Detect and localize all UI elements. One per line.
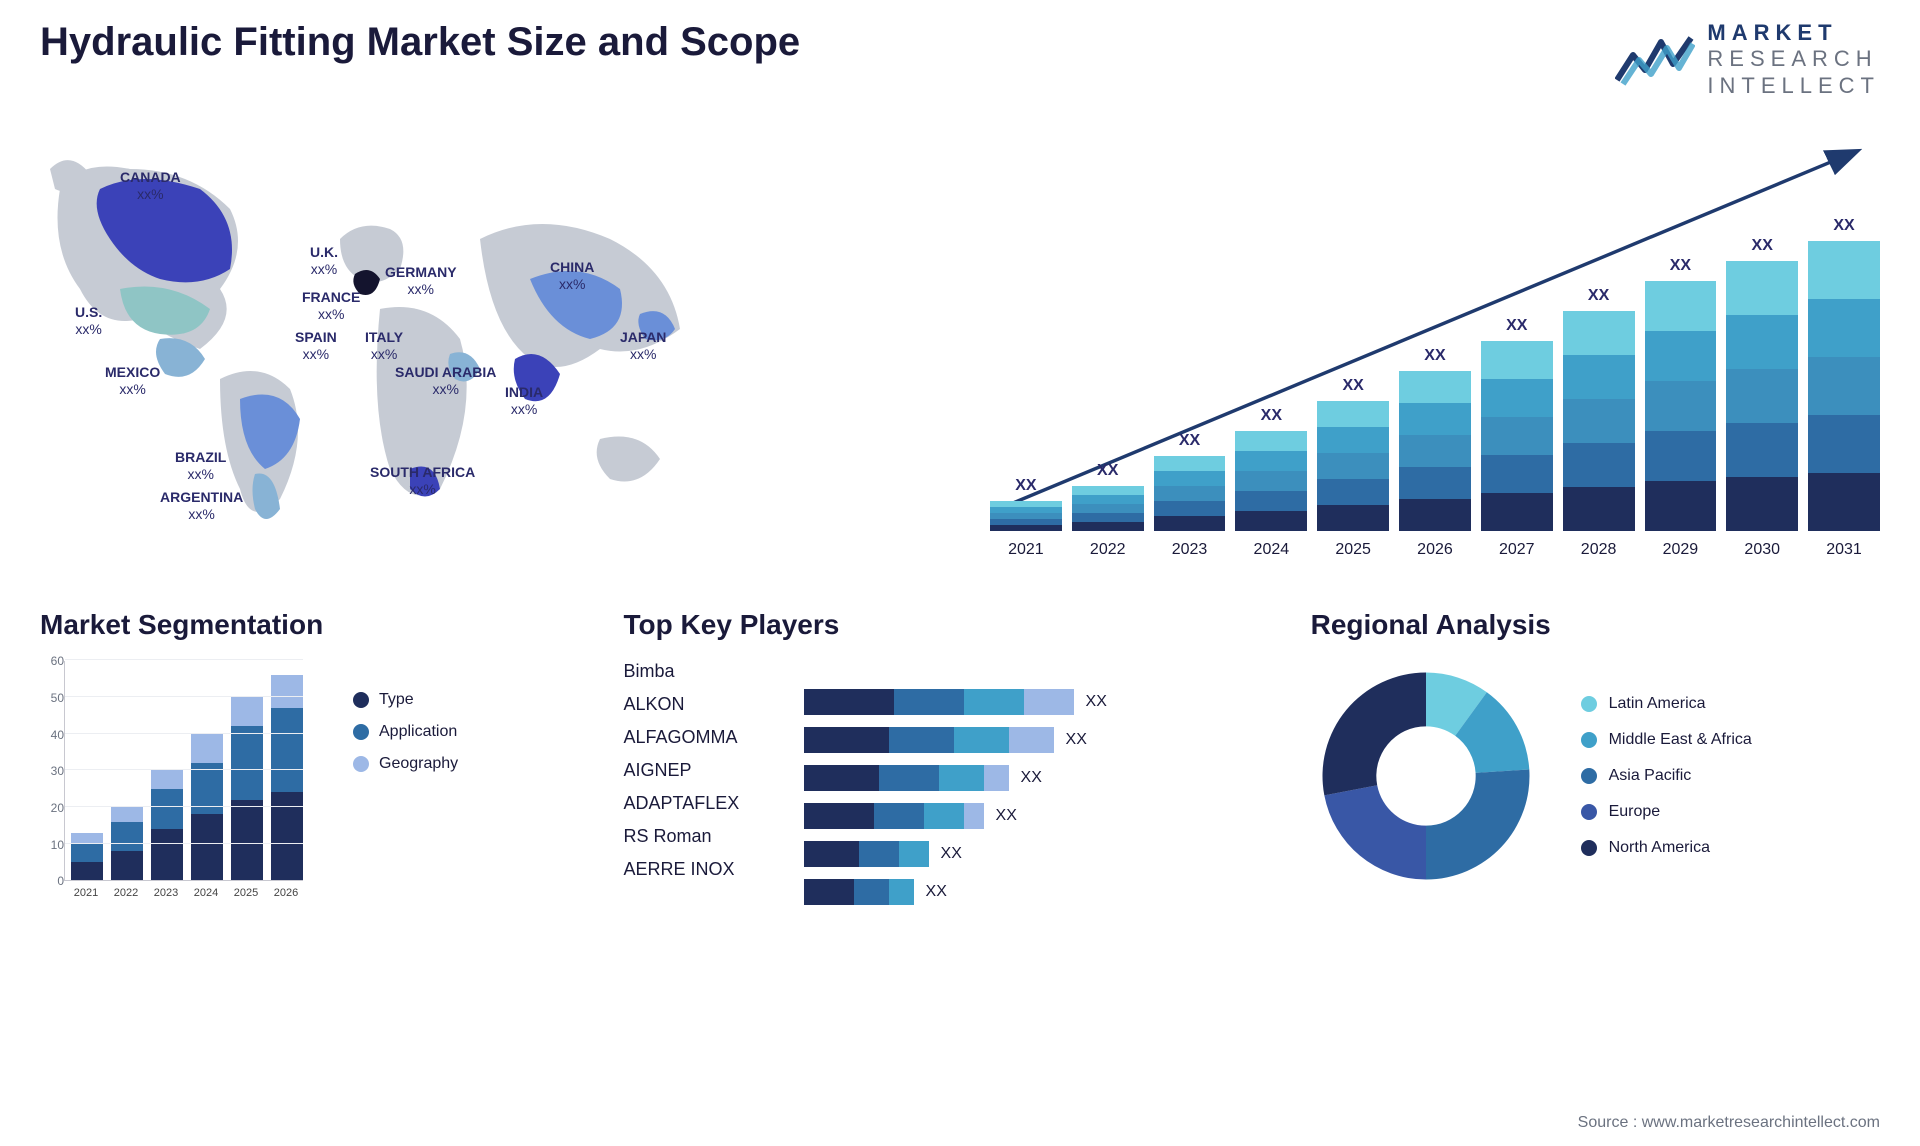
forecast-bar: XX (1235, 407, 1307, 531)
player-bar: XX (804, 841, 1271, 867)
forecast-bar: XX (1563, 287, 1635, 531)
forecast-chart: XXXXXXXXXXXXXXXXXXXXXX 20212022202320242… (990, 129, 1880, 559)
forecast-year-label: 2022 (1072, 541, 1144, 559)
bottom-row: Market Segmentation 0102030405060 202120… (40, 609, 1880, 939)
forecast-bar: XX (1072, 462, 1144, 531)
regional-title: Regional Analysis (1311, 609, 1880, 641)
regional-donut (1311, 661, 1541, 891)
donut-slice (1322, 673, 1426, 796)
forecast-bar: XX (1399, 347, 1471, 531)
players-title: Top Key Players (624, 609, 1271, 641)
segmentation-chart: 0102030405060 202120222023202420252026 T… (40, 661, 584, 899)
map-label: CANADAxx% (120, 169, 181, 203)
legend-item: Type (353, 691, 458, 709)
forecast-year-label: 2027 (1481, 541, 1553, 559)
player-name: ALFAGOMMA (624, 727, 774, 748)
map-label: SPAINxx% (295, 329, 337, 363)
player-bar: XX (804, 879, 1271, 905)
player-bar: XX (804, 727, 1271, 753)
world-map-section: CANADAxx% U.S.xx%MEXICOxx% BRAZILxx% ARGENT… (40, 129, 930, 559)
brand-logo: MARKET RESEARCH INTELLECT (1615, 20, 1880, 99)
donut-slice (1426, 770, 1530, 880)
logo-icon (1615, 30, 1695, 90)
map-label: JAPANxx% (620, 329, 666, 363)
segmentation-bar (151, 770, 183, 880)
segmentation-title: Market Segmentation (40, 609, 584, 641)
segmentation-bar (71, 833, 103, 881)
map-label: SAUDI ARABIAxx% (395, 364, 496, 398)
forecast-year-label: 2028 (1563, 541, 1635, 559)
player-name: ALKON (624, 694, 774, 715)
forecast-bar: XX (1481, 317, 1553, 531)
legend-item: Middle East & Africa (1581, 731, 1752, 749)
logo-line-3: INTELLECT (1707, 73, 1880, 99)
legend-item: Asia Pacific (1581, 767, 1752, 785)
segmentation-bar (271, 675, 303, 880)
logo-line-1: MARKET (1707, 20, 1880, 46)
segmentation-section: Market Segmentation 0102030405060 202120… (40, 609, 584, 939)
forecast-year-label: 2021 (990, 541, 1062, 559)
forecast-bar: XX (1317, 377, 1389, 531)
map-label: BRAZILxx% (175, 449, 226, 483)
legend-item: North America (1581, 839, 1752, 857)
map-label: CHINAxx% (550, 259, 594, 293)
players-section: Top Key Players Bimba ALKON ALFAGOMMA AIGNE… (624, 609, 1271, 939)
forecast-year-label: 2023 (1154, 541, 1226, 559)
forecast-year-label: 2025 (1317, 541, 1389, 559)
player-name: AERRE INOX (624, 859, 774, 880)
forecast-year-label: 2026 (1399, 541, 1471, 559)
forecast-bar: XX (1645, 257, 1717, 531)
forecast-year-label: 2029 (1645, 541, 1717, 559)
player-name: Bimba (624, 661, 774, 682)
map-label: SOUTH AFRICAxx% (370, 464, 475, 498)
forecast-bar: XX (990, 477, 1062, 531)
map-label: U.K.xx% (310, 244, 338, 278)
page-title: Hydraulic Fitting Market Size and Scope (40, 20, 800, 65)
source-text: Source : www.marketresearchintellect.com (1578, 1114, 1880, 1132)
forecast-bar: XX (1154, 432, 1226, 531)
forecast-year-label: 2031 (1808, 541, 1880, 559)
player-name: AIGNEP (624, 760, 774, 781)
top-row: CANADAxx% U.S.xx%MEXICOxx% BRAZILxx% ARGENT… (40, 129, 1880, 559)
forecast-bar: XX (1726, 237, 1798, 531)
map-label: GERMANYxx% (385, 264, 457, 298)
player-name: RS Roman (624, 826, 774, 847)
player-name: ADAPTAFLEX (624, 793, 774, 814)
map-label: FRANCExx% (302, 289, 360, 323)
donut-slice (1324, 785, 1426, 879)
player-bar: XX (804, 689, 1271, 715)
logo-line-2: RESEARCH (1707, 46, 1880, 72)
regional-section: Regional Analysis Latin America Middle Ea… (1311, 609, 1880, 939)
regional-legend: Latin America Middle East & Africa Asia Pa… (1581, 695, 1752, 857)
legend-item: Geography (353, 755, 458, 773)
legend-item: Latin America (1581, 695, 1752, 713)
forecast-bar: XX (1808, 217, 1880, 531)
map-label: INDIAxx% (505, 384, 543, 418)
players-names: Bimba ALKON ALFAGOMMA AIGNEP ADAPTAFLEX RS Ro… (624, 661, 774, 905)
legend-item: Application (353, 723, 458, 741)
forecast-year-label: 2024 (1235, 541, 1307, 559)
segmentation-bar (191, 734, 223, 881)
segmentation-legend: Type Application Geography (353, 661, 458, 899)
map-label: MEXICOxx% (105, 364, 160, 398)
segmentation-bar (111, 807, 143, 880)
player-bar: XX (804, 803, 1271, 829)
forecast-year-label: 2030 (1726, 541, 1798, 559)
segmentation-bar (231, 697, 263, 880)
players-bars: XX XX XX XX XX XX (804, 661, 1271, 905)
map-label: U.S.xx% (75, 304, 102, 338)
legend-item: Europe (1581, 803, 1752, 821)
player-bar: XX (804, 765, 1271, 791)
header: Hydraulic Fitting Market Size and Scope … (40, 20, 1880, 99)
map-label: ARGENTINAxx% (160, 489, 243, 523)
map-label: ITALYxx% (365, 329, 403, 363)
